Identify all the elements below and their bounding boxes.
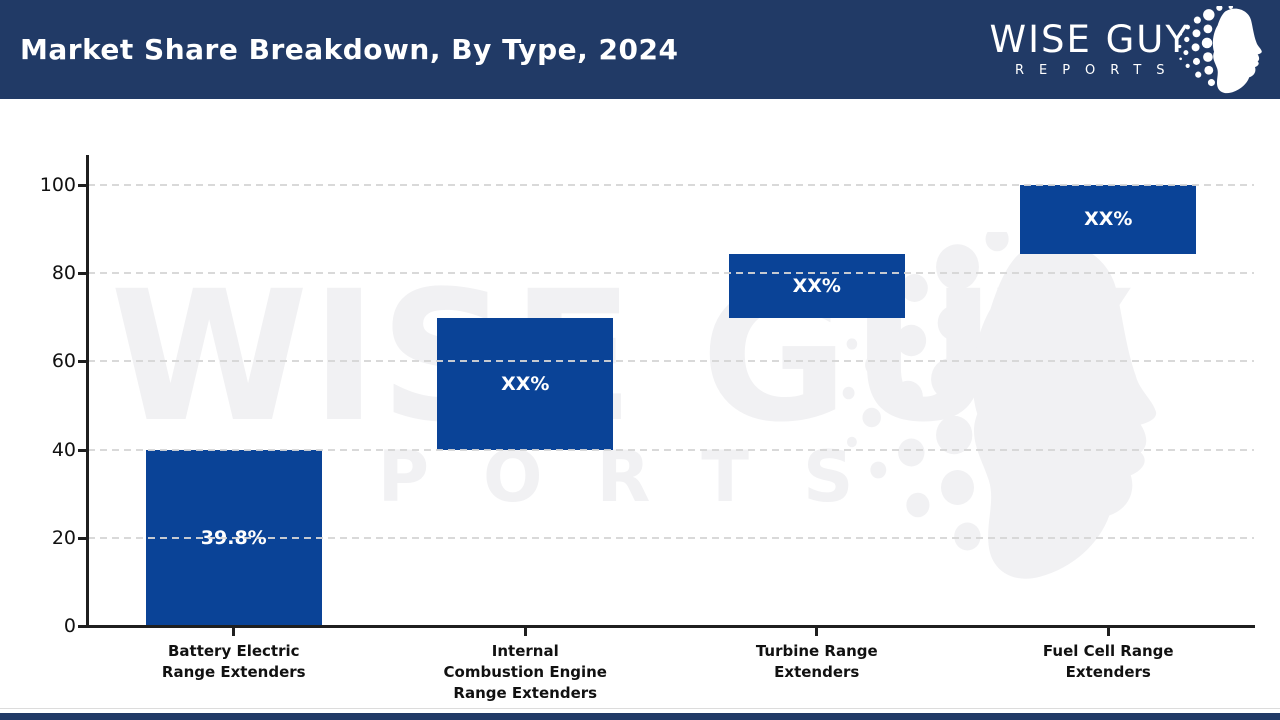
wise-guy-reports-logo: WISE GUY REPORTS (990, 6, 1268, 94)
x-category-label-2: Internal Combustion Engine Range Extenders (443, 642, 607, 702)
plot-area: 39.8% XX% XX% XX% (88, 157, 1254, 626)
logo-reports-text: REPORTS (1014, 63, 1180, 78)
y-tick-label-60: 60 (51, 350, 76, 373)
gridline-40 (88, 448, 1254, 451)
bar-2: XX% (437, 318, 614, 451)
y-tick-label-80: 80 (51, 262, 76, 285)
x-axis-line (86, 625, 1255, 628)
y-tick-mark-100 (78, 183, 87, 187)
gridline-20 (88, 536, 1254, 539)
y-tick-label-20: 20 (51, 526, 76, 549)
footer-divider-line (0, 708, 1280, 709)
y-tick-mark-40 (78, 448, 87, 452)
y-axis-line (86, 155, 89, 627)
y-tick-mark-80 (78, 272, 87, 276)
y-tick-mark-60 (78, 360, 87, 364)
x-category-label-4: Fuel Cell Range Extenders (1042, 642, 1174, 681)
chart-title: Market Share Breakdown, By Type, 2024 (20, 33, 679, 66)
y-tick-mark-20 (78, 536, 87, 540)
logo-text: WISE GUY REPORTS (990, 21, 1190, 78)
x-category-label-1: Battery Electric Range Extenders (161, 642, 306, 681)
y-tick-label-0: 0 (63, 615, 76, 637)
y-tick-mark-0 (78, 625, 87, 628)
bar-value-label-2: XX% (501, 373, 550, 396)
bar-value-label-4: XX% (1084, 208, 1133, 231)
x-tick-mark-1 (232, 628, 236, 636)
logo-wise-guy-text: WISE GUY (989, 18, 1190, 61)
gridline-100 (88, 183, 1254, 186)
x-tick-mark-3 (815, 628, 819, 636)
bar-value-label-3: XX% (792, 275, 841, 298)
gridline-80 (88, 272, 1254, 275)
gridline-60 (88, 360, 1254, 363)
footer-bar (0, 713, 1280, 720)
x-tick-mark-4 (1106, 628, 1110, 636)
y-tick-label-40: 40 (51, 438, 76, 461)
bar-4: XX% (1020, 184, 1197, 254)
y-tick-label-100: 100 (39, 173, 76, 196)
bar-3: XX% (728, 254, 905, 319)
x-tick-mark-2 (523, 628, 527, 636)
x-category-label-3: Turbine Range Extenders (755, 642, 878, 681)
header: Market Share Breakdown, By Type, 2024 WI… (0, 0, 1280, 99)
